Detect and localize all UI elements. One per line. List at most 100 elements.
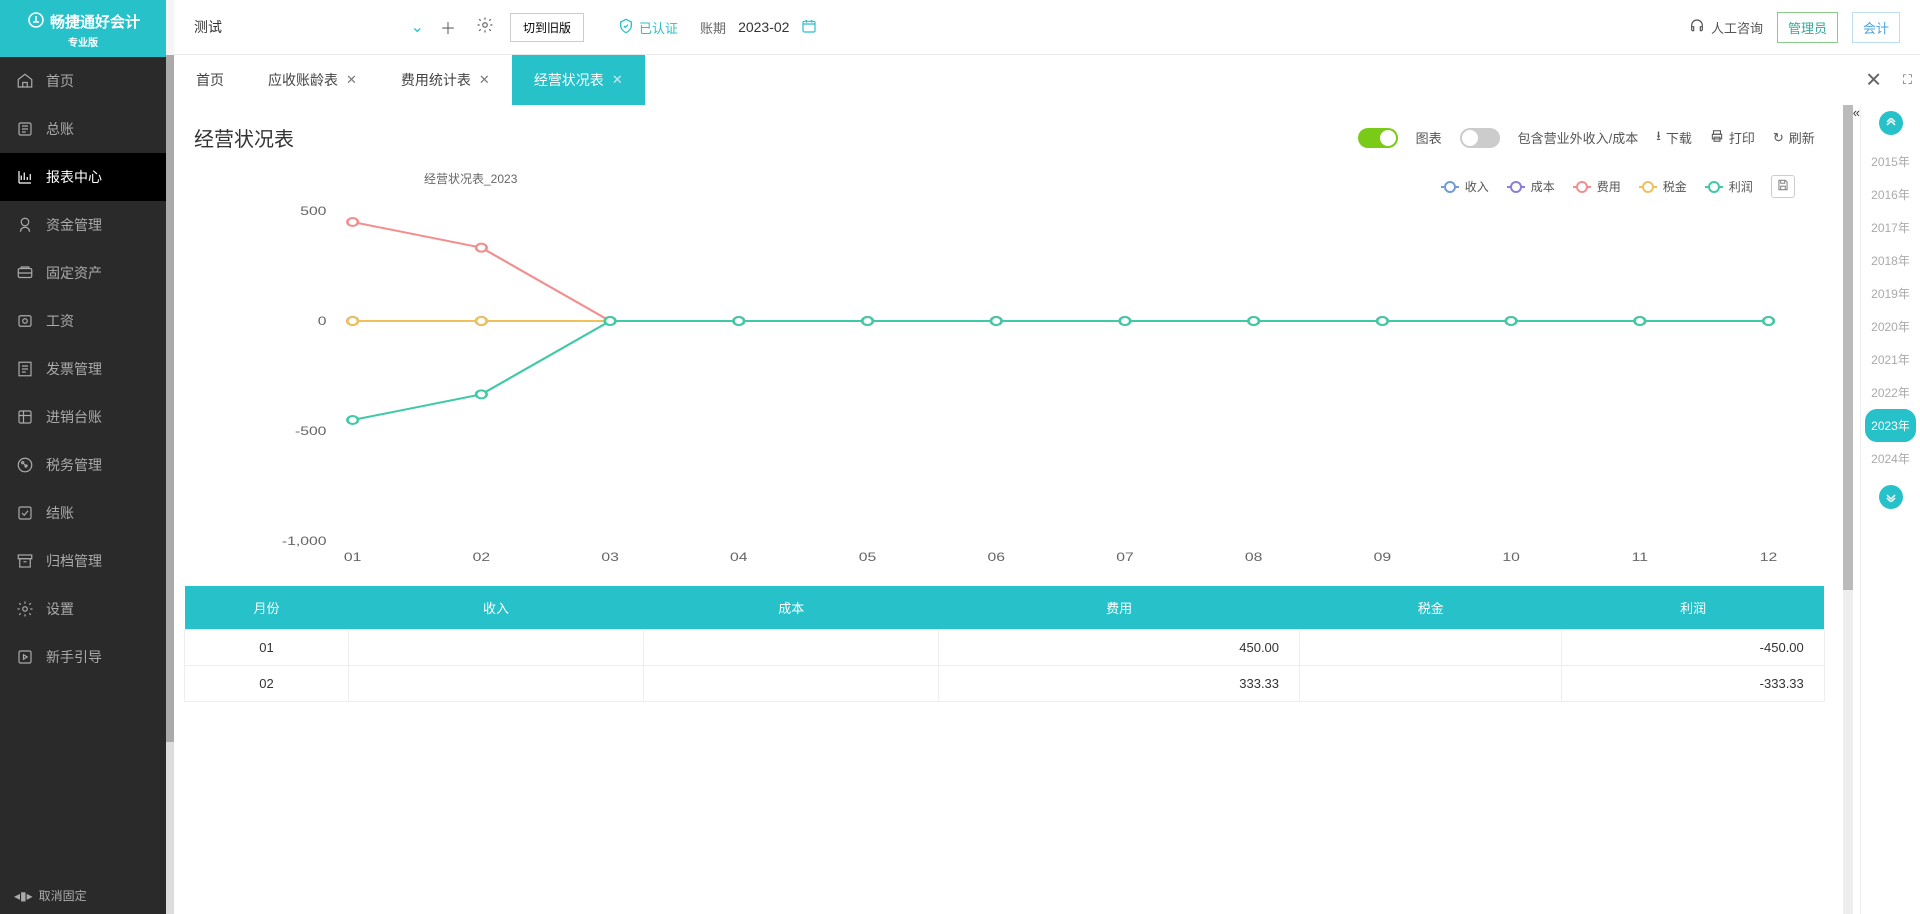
sidebar-item-settings[interactable]: 设置 xyxy=(0,585,166,633)
refresh-icon: ↻ xyxy=(1773,130,1784,146)
sidebar-item-fund[interactable]: 资金管理 xyxy=(0,201,166,249)
year-item[interactable]: 2015年 xyxy=(1865,145,1916,178)
download-button[interactable]: ⭳ 下载 xyxy=(1656,127,1692,149)
sidebar-scrollbar[interactable] xyxy=(166,55,174,914)
table-cell xyxy=(348,666,643,702)
svg-text:12: 12 xyxy=(1760,550,1778,564)
table-cell xyxy=(1300,666,1562,702)
legend-item[interactable]: 费用 xyxy=(1573,178,1621,195)
tax-icon xyxy=(16,456,34,474)
close-all-tabs-icon[interactable]: ✕ xyxy=(1865,68,1882,93)
legend-label: 收入 xyxy=(1465,178,1489,195)
table-cell: 02 xyxy=(185,666,349,702)
home-icon xyxy=(16,72,34,90)
year-down-button[interactable] xyxy=(1879,485,1903,509)
sidebar-item-ledger[interactable]: 总账 xyxy=(0,105,166,153)
toggle-chart[interactable] xyxy=(1358,128,1398,148)
svg-text:-500: -500 xyxy=(295,424,327,438)
sidebar-item-guide[interactable]: 新手引导 xyxy=(0,633,166,681)
sidebar-item-report[interactable]: 报表中心 xyxy=(0,153,166,201)
table-cell: -333.33 xyxy=(1562,666,1824,702)
company-dropdown[interactable]: 测试 ⌄ xyxy=(194,17,424,37)
sidebar-item-label: 设置 xyxy=(46,599,74,619)
year-item[interactable]: 2024年 xyxy=(1865,442,1916,475)
year-item[interactable]: 2018年 xyxy=(1865,244,1916,277)
sidebar-item-label: 税务管理 xyxy=(46,455,102,475)
add-button[interactable]: ＋ xyxy=(436,11,460,43)
close-icon[interactable]: ✕ xyxy=(612,72,623,88)
svg-text:10: 10 xyxy=(1502,550,1520,564)
table-row: 01450.00-450.00 xyxy=(185,630,1825,666)
legend-item[interactable]: 收入 xyxy=(1441,178,1489,195)
legend-item[interactable]: 税金 xyxy=(1639,178,1687,195)
table-cell: 333.33 xyxy=(939,666,1300,702)
table-header: 费用 xyxy=(939,586,1300,630)
switch-old-button[interactable]: 切到旧版 xyxy=(510,13,584,42)
tab-0[interactable]: 首页 xyxy=(174,55,246,105)
help-link[interactable]: 人工咨询 xyxy=(1689,18,1763,37)
archive-icon xyxy=(16,552,34,570)
fullscreen-icon[interactable]: ⛶ xyxy=(1903,72,1912,88)
legend-label: 税金 xyxy=(1663,178,1687,195)
legend-label: 利润 xyxy=(1729,178,1753,195)
tab-1[interactable]: 应收账龄表✕ xyxy=(246,55,379,105)
company-dropdown-value: 测试 xyxy=(194,17,222,37)
table-cell xyxy=(644,630,939,666)
calendar-icon[interactable] xyxy=(801,18,817,37)
table-header: 月份 xyxy=(185,586,349,630)
sidebar-item-invoice[interactable]: 发票管理 xyxy=(0,345,166,393)
year-item[interactable]: 2021年 xyxy=(1865,343,1916,376)
sidebar-item-archive[interactable]: 归档管理 xyxy=(0,537,166,585)
sidebar-item-label: 总账 xyxy=(46,119,74,139)
svg-text:05: 05 xyxy=(859,550,877,564)
refresh-button[interactable]: ↻ 刷新 xyxy=(1773,128,1815,147)
table-cell xyxy=(644,666,939,702)
role-button[interactable]: 会计 xyxy=(1852,12,1900,43)
sidebar-item-label: 新手引导 xyxy=(46,647,102,667)
guide-icon xyxy=(16,648,34,666)
legend-item[interactable]: 利润 xyxy=(1705,178,1753,195)
close-book-icon xyxy=(16,504,34,522)
admin-button[interactable]: 管理员 xyxy=(1777,12,1838,43)
download-icon: ⭳ xyxy=(1656,127,1661,149)
year-collapse[interactable]: « xyxy=(1853,105,1860,914)
year-item[interactable]: 2022年 xyxy=(1865,376,1916,409)
sidebar-item-label: 资金管理 xyxy=(46,215,102,235)
help-label: 人工咨询 xyxy=(1711,18,1763,37)
content: 经营状况表 图表 包含营业外收入/成本 ⭳ 下载 打印 xyxy=(174,105,1920,914)
svg-text:01: 01 xyxy=(344,550,362,564)
legend-item[interactable]: 成本 xyxy=(1507,178,1555,195)
brand-logo: 畅捷通好会计 专业版 xyxy=(0,0,166,57)
settings-icon[interactable] xyxy=(472,12,498,43)
year-item[interactable]: 2016年 xyxy=(1865,178,1916,211)
table-cell: 01 xyxy=(185,630,349,666)
year-up-button[interactable] xyxy=(1879,111,1903,135)
print-button[interactable]: 打印 xyxy=(1710,128,1755,147)
svg-text:11: 11 xyxy=(1632,550,1649,564)
sidebar-item-salary[interactable]: 工资 xyxy=(0,297,166,345)
legend-marker-icon xyxy=(1507,186,1525,188)
tab-label: 费用统计表 xyxy=(401,70,471,90)
ledger-icon xyxy=(16,120,34,138)
tab-3[interactable]: 经营状况表✕ xyxy=(512,55,645,105)
sidebar-item-asset[interactable]: 固定资产 xyxy=(0,249,166,297)
year-item[interactable]: 2017年 xyxy=(1865,211,1916,244)
sidebar-item-tax[interactable]: 税务管理 xyxy=(0,441,166,489)
chart-save-icon[interactable] xyxy=(1771,175,1795,198)
tab-2[interactable]: 费用统计表 ✕ xyxy=(379,55,512,105)
sidebar-item-close-book[interactable]: 结账 xyxy=(0,489,166,537)
close-icon[interactable]: ✕ xyxy=(346,72,357,88)
chart: 经营状况表_2023 收入成本费用税金利润 -1,000-50005000102… xyxy=(174,170,1835,586)
download-label: 下载 xyxy=(1666,128,1692,147)
toggle-include[interactable] xyxy=(1460,128,1500,148)
svg-text:09: 09 xyxy=(1374,550,1392,564)
content-scrollbar[interactable] xyxy=(1843,105,1853,914)
svg-text:06: 06 xyxy=(987,550,1005,564)
year-item[interactable]: 2019年 xyxy=(1865,277,1916,310)
sidebar-item-home[interactable]: 首页 xyxy=(0,57,166,105)
close-icon[interactable]: ✕ xyxy=(479,72,490,88)
sidebar-item-stock[interactable]: 进销台账 xyxy=(0,393,166,441)
year-item[interactable]: 2020年 xyxy=(1865,310,1916,343)
year-item[interactable]: 2023年 xyxy=(1865,409,1916,442)
sidebar-unpin[interactable]: ◂▮▸ 取消固定 xyxy=(0,877,166,914)
